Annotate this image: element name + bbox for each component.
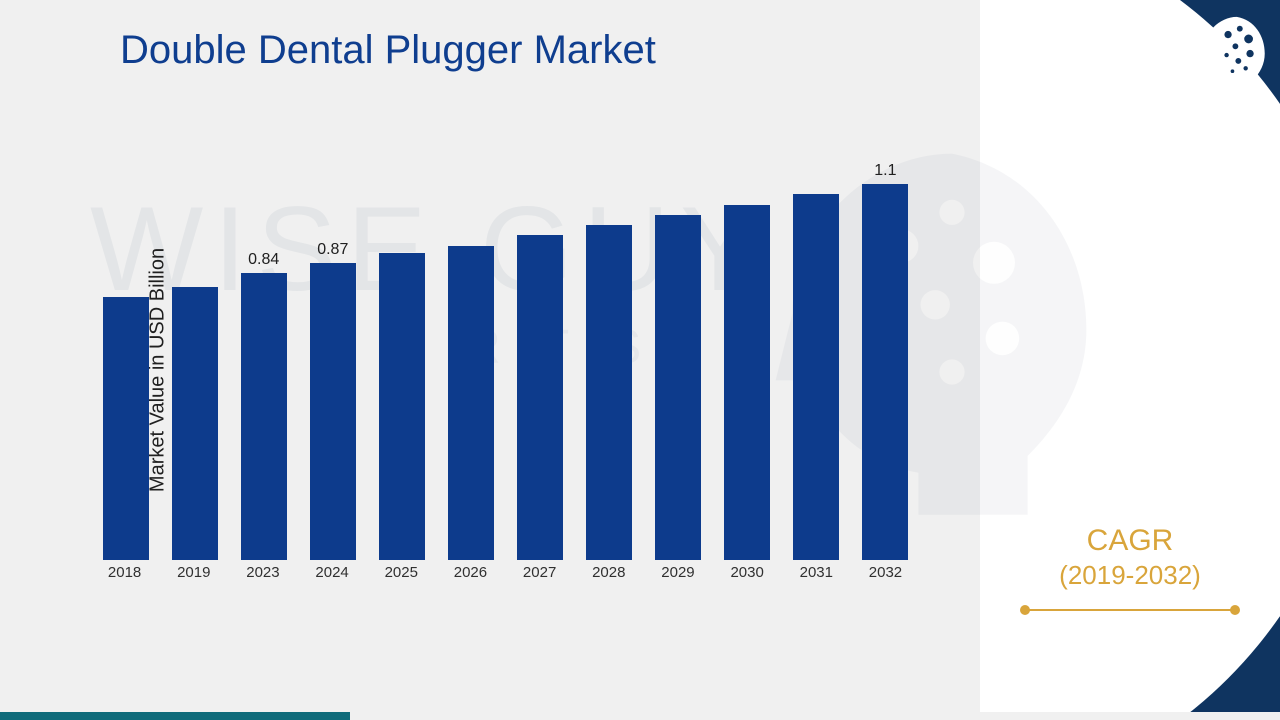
bar — [586, 225, 632, 560]
bar-2029 — [644, 150, 713, 560]
x-tick-2023: 2023 — [228, 564, 297, 590]
x-tick-2027: 2027 — [505, 564, 574, 590]
bar-2018 — [91, 150, 160, 560]
bar — [724, 205, 770, 560]
x-tick-2032: 2032 — [851, 564, 920, 590]
cagr-block: CAGR (2019-2032) 2.99% — [980, 524, 1280, 662]
x-tick-2019: 2019 — [159, 564, 228, 590]
x-tick-2028: 2028 — [574, 564, 643, 590]
x-tick-2029: 2029 — [643, 564, 712, 590]
bar-2027 — [505, 150, 574, 560]
bar-2019 — [160, 150, 229, 560]
cagr-divider — [1025, 609, 1235, 611]
bar-value-label: 0.87 — [317, 241, 348, 259]
bar-2025 — [367, 150, 436, 560]
chart-panel: Double Dental Plugger Market WISE GUY RE… — [0, 0, 980, 712]
bar — [517, 235, 563, 560]
bars-container: 0.84 0.87 1.1 — [91, 150, 920, 560]
bar-2026 — [436, 150, 505, 560]
bottom-accent-bar — [0, 712, 350, 720]
brand-head-icon — [1194, 14, 1268, 102]
x-axis-labels: 2018201920232024202520262027202820292030… — [90, 564, 920, 590]
bar-2031 — [782, 150, 851, 560]
bar — [172, 287, 218, 560]
bar — [103, 297, 149, 560]
bar-2032: 1.1 — [851, 150, 920, 560]
x-tick-2024: 2024 — [298, 564, 367, 590]
plot-area: 0.84 0.87 1.1 — [90, 150, 920, 560]
x-tick-2025: 2025 — [367, 564, 436, 590]
bar — [241, 273, 287, 560]
bar — [655, 215, 701, 560]
bar — [793, 194, 839, 560]
bar-value-label: 1.1 — [874, 162, 896, 180]
bar-value-label: 0.84 — [248, 251, 279, 269]
cagr-range: (2019-2032) — [980, 560, 1280, 591]
cagr-label: CAGR — [980, 524, 1280, 558]
bar-2028 — [575, 150, 644, 560]
bar — [379, 253, 425, 561]
bar-2024: 0.87 — [298, 150, 367, 560]
chart-title: Double Dental Plugger Market — [120, 28, 656, 73]
x-tick-2026: 2026 — [436, 564, 505, 590]
bar-2023: 0.84 — [229, 150, 298, 560]
bar — [862, 184, 908, 560]
bar — [310, 263, 356, 560]
x-tick-2018: 2018 — [90, 564, 159, 590]
bar-chart: Market Value in USD Billion 0.840.871.1 … — [80, 150, 920, 590]
x-tick-2030: 2030 — [713, 564, 782, 590]
cagr-value: 2.99% — [980, 625, 1280, 662]
bar-2030 — [713, 150, 782, 560]
x-tick-2031: 2031 — [782, 564, 851, 590]
bar — [448, 246, 494, 560]
